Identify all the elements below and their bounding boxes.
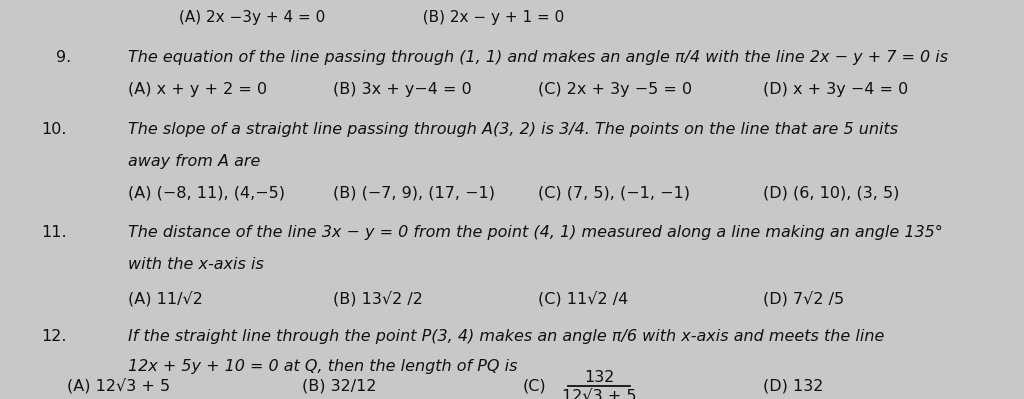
Text: (C) (7, 5), (−1, −1): (C) (7, 5), (−1, −1) (538, 186, 689, 201)
Text: (A) (−8, 11), (4,−5): (A) (−8, 11), (4,−5) (128, 186, 285, 201)
Text: 12.: 12. (41, 329, 67, 344)
Text: 12x + 5y + 10 = 0 at Q, then the length of PQ is: 12x + 5y + 10 = 0 at Q, then the length … (128, 359, 517, 374)
Text: The equation of the line passing through (1, 1) and makes an angle π/4 with the : The equation of the line passing through… (128, 50, 948, 65)
Text: (B) (−7, 9), (17, −1): (B) (−7, 9), (17, −1) (333, 186, 495, 201)
Text: (B) 3x + y−4 = 0: (B) 3x + y−4 = 0 (333, 82, 471, 97)
Text: (A) 11/√2: (A) 11/√2 (128, 291, 203, 307)
Text: The slope of a straight line passing through A(3, 2) is 3/4. The points on the l: The slope of a straight line passing thr… (128, 122, 898, 137)
Text: away from A are: away from A are (128, 154, 260, 169)
Text: 12√3 + 5: 12√3 + 5 (562, 388, 636, 399)
Text: (A) 12√3 + 5: (A) 12√3 + 5 (67, 379, 170, 394)
Text: (C) 11√2 /4: (C) 11√2 /4 (538, 291, 628, 307)
Text: (B) 32/12: (B) 32/12 (302, 379, 377, 394)
Text: (C): (C) (522, 379, 546, 394)
Text: (B) 13√2 /2: (B) 13√2 /2 (333, 291, 423, 307)
Text: 11.: 11. (41, 225, 67, 241)
Text: (D) 132: (D) 132 (763, 379, 823, 394)
Text: If the straight line through the point P(3, 4) makes an angle π/6 with x-axis an: If the straight line through the point P… (128, 329, 885, 344)
Text: (D) x + 3y −4 = 0: (D) x + 3y −4 = 0 (763, 82, 908, 97)
Text: (D) 7√2 /5: (D) 7√2 /5 (763, 291, 844, 307)
Text: with the x-axis is: with the x-axis is (128, 257, 264, 273)
Text: (A) x + y + 2 = 0: (A) x + y + 2 = 0 (128, 82, 267, 97)
Text: (C) 2x + 3y −5 = 0: (C) 2x + 3y −5 = 0 (538, 82, 692, 97)
Text: (D) (6, 10), (3, 5): (D) (6, 10), (3, 5) (763, 186, 899, 201)
Text: 9.: 9. (56, 50, 72, 65)
Text: 132: 132 (584, 369, 614, 385)
Text: 10.: 10. (41, 122, 67, 137)
Text: The distance of the line 3x − y = 0 from the point (4, 1) measured along a line : The distance of the line 3x − y = 0 from… (128, 225, 943, 241)
Text: (A) 2x −3y + 4 = 0                    (B) 2x − y + 1 = 0: (A) 2x −3y + 4 = 0 (B) 2x − y + 1 = 0 (179, 10, 564, 25)
